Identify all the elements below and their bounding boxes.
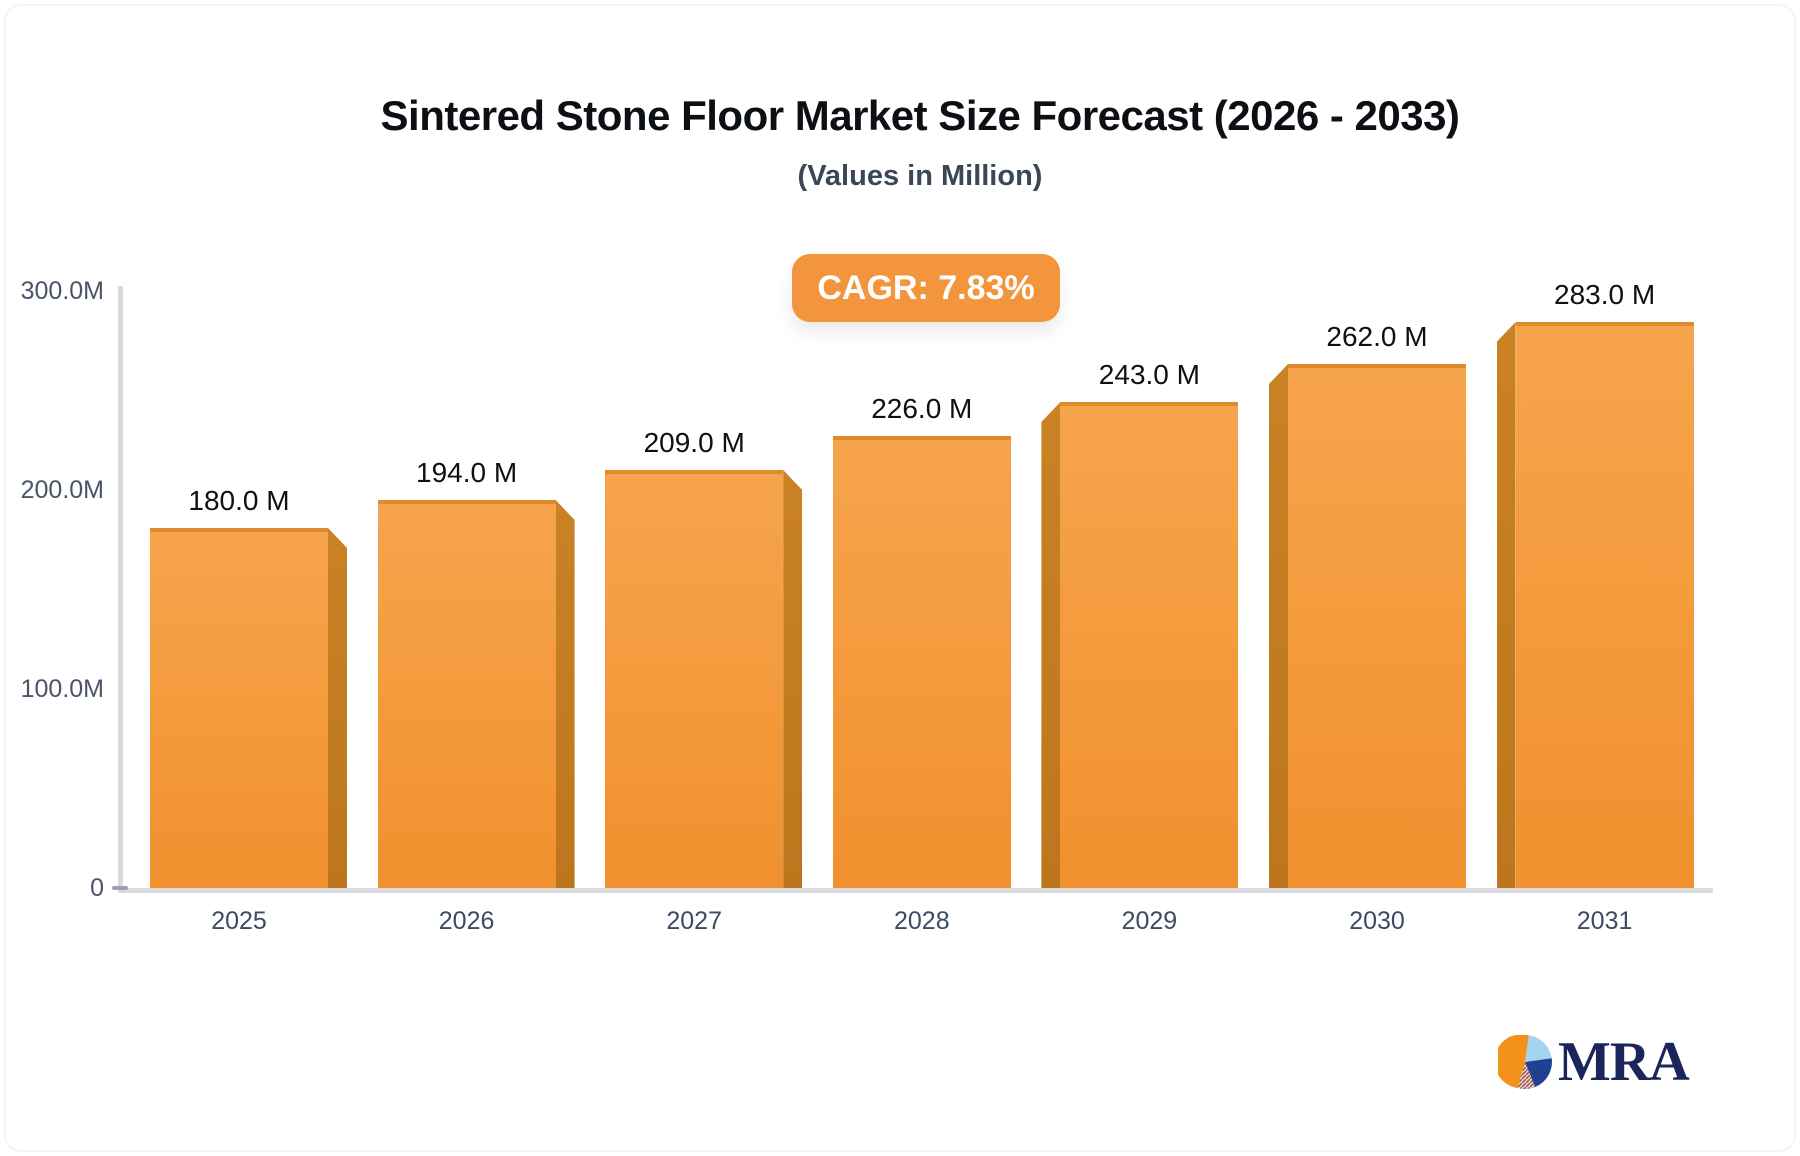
x-tick-label-2027: 2027: [666, 907, 722, 935]
bar-value-label-2027: 209.0 M: [643, 427, 745, 458]
pie-chart-logo-icon: [1498, 1035, 1552, 1089]
bar-2029[interactable]: [1060, 402, 1239, 888]
bar-value-label-2031: 283.0 M: [1554, 279, 1656, 310]
bar-2025[interactable]: [150, 528, 328, 888]
bar-2028[interactable]: [832, 436, 1011, 888]
bar-value-label-2025: 180.0 M: [188, 485, 290, 516]
x-tick-label-2031: 2031: [1576, 907, 1633, 935]
x-tick-label-2028: 2028: [893, 907, 950, 935]
y-tick-label: 300.0M: [20, 277, 104, 305]
x-tick-label-2026: 2026: [438, 907, 495, 935]
y-axis-line: [118, 286, 123, 893]
x-axis-line: [118, 888, 1713, 893]
bar-side-2031: [1496, 322, 1516, 888]
bar-2030[interactable]: [1288, 364, 1466, 888]
y-tick-label: 200.0M: [20, 476, 104, 504]
bar-side-2030: [1269, 364, 1288, 888]
bar-2031[interactable]: [1515, 322, 1694, 888]
x-tick-label-2030: 2030: [1349, 907, 1405, 935]
x-tick-label-2025: 2025: [211, 907, 267, 935]
y-tick-label: 100.0M: [20, 675, 104, 703]
bar-value-label-2028: 226.0 M: [871, 393, 973, 424]
brand-logo-text: MRA: [1558, 1031, 1690, 1093]
y-tick-dash: [112, 886, 128, 890]
x-tick-label-2029: 2029: [1121, 907, 1178, 935]
bar-2027[interactable]: [605, 470, 784, 888]
bar-value-label-2029: 243.0 M: [1098, 359, 1200, 390]
chart-subtitle: (Values in Million): [797, 160, 1043, 192]
brand-logo: MRA: [1498, 1031, 1690, 1093]
bar-side-2025: [328, 528, 347, 888]
bar-2026[interactable]: [377, 500, 556, 888]
cagr-badge-label: CAGR: 7.83%: [817, 268, 1035, 307]
chart-title: Sintered Stone Floor Market Size Forecas…: [380, 92, 1460, 139]
cagr-badge: CAGR: 7.83%: [792, 254, 1060, 322]
y-tick-label: 0: [90, 874, 104, 902]
bar-side-2029: [1041, 402, 1061, 888]
bar-side-2026: [555, 500, 575, 888]
bar-value-label-2030: 262.0 M: [1326, 321, 1428, 352]
bar-side-2027: [783, 470, 803, 888]
bar-value-label-2026: 194.0 M: [416, 457, 518, 488]
